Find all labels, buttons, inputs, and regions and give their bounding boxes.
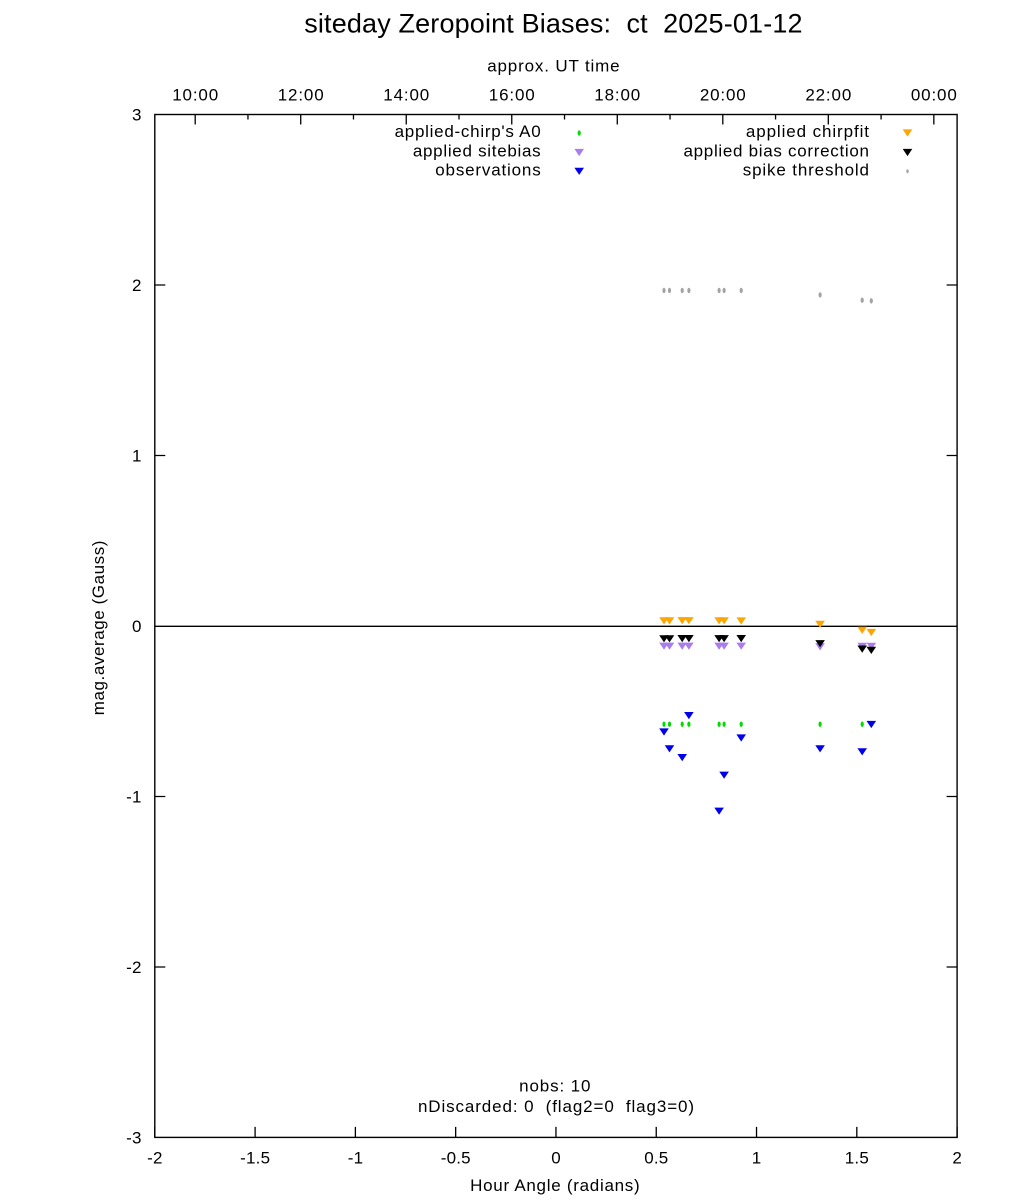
svg-text:12:00: 12:00	[278, 86, 325, 105]
svg-text:1.5: 1.5	[845, 1149, 869, 1168]
svg-text:mag.average (Gauss): mag.average (Gauss)	[89, 540, 108, 715]
svg-text:Hour Angle (radians): Hour Angle (radians)	[470, 1176, 640, 1195]
svg-text:-1: -1	[348, 1149, 364, 1168]
svg-text:-3: -3	[126, 1129, 142, 1148]
svg-text:-2: -2	[126, 958, 142, 977]
svg-text:3: 3	[132, 106, 142, 125]
svg-text:nDiscarded: 0 (flag2=0 flag3: nDiscarded: 0 (flag2=0 flag3=0)	[418, 1097, 695, 1116]
svg-text:applied chirpfit: applied chirpfit	[746, 122, 870, 141]
svg-text:-1.5: -1.5	[240, 1149, 270, 1168]
svg-text:-0.5: -0.5	[441, 1149, 471, 1168]
svg-text:-2: -2	[147, 1149, 163, 1168]
svg-text:1: 1	[132, 447, 142, 466]
svg-text:20:00: 20:00	[700, 86, 747, 105]
svg-text:applied-chirp's A0: applied-chirp's A0	[395, 122, 542, 141]
svg-text:18:00: 18:00	[594, 86, 641, 105]
svg-text:0: 0	[132, 617, 142, 636]
svg-text:00:00: 00:00	[911, 86, 958, 105]
svg-text:approx. UT time: approx. UT time	[487, 57, 620, 76]
svg-text:siteday Zeropoint Biases: ct: siteday Zeropoint Biases: ct 2025-01-12	[304, 9, 802, 39]
svg-text:1: 1	[752, 1149, 762, 1168]
svg-text:-1: -1	[126, 788, 142, 807]
svg-text:nobs: 10: nobs: 10	[519, 1077, 591, 1096]
svg-text:22:00: 22:00	[805, 86, 852, 105]
svg-text:applied sitebias: applied sitebias	[413, 142, 542, 161]
svg-text:14:00: 14:00	[383, 86, 430, 105]
svg-text:observations: observations	[435, 160, 541, 179]
svg-text:applied bias correction: applied bias correction	[683, 142, 869, 161]
svg-text:2: 2	[132, 276, 142, 295]
svg-text:2: 2	[952, 1149, 962, 1168]
svg-text:10:00: 10:00	[172, 86, 219, 105]
svg-text:16:00: 16:00	[489, 86, 536, 105]
svg-text:spike threshold: spike threshold	[743, 160, 870, 179]
svg-text:0: 0	[551, 1149, 561, 1168]
svg-text:0.5: 0.5	[644, 1149, 668, 1168]
